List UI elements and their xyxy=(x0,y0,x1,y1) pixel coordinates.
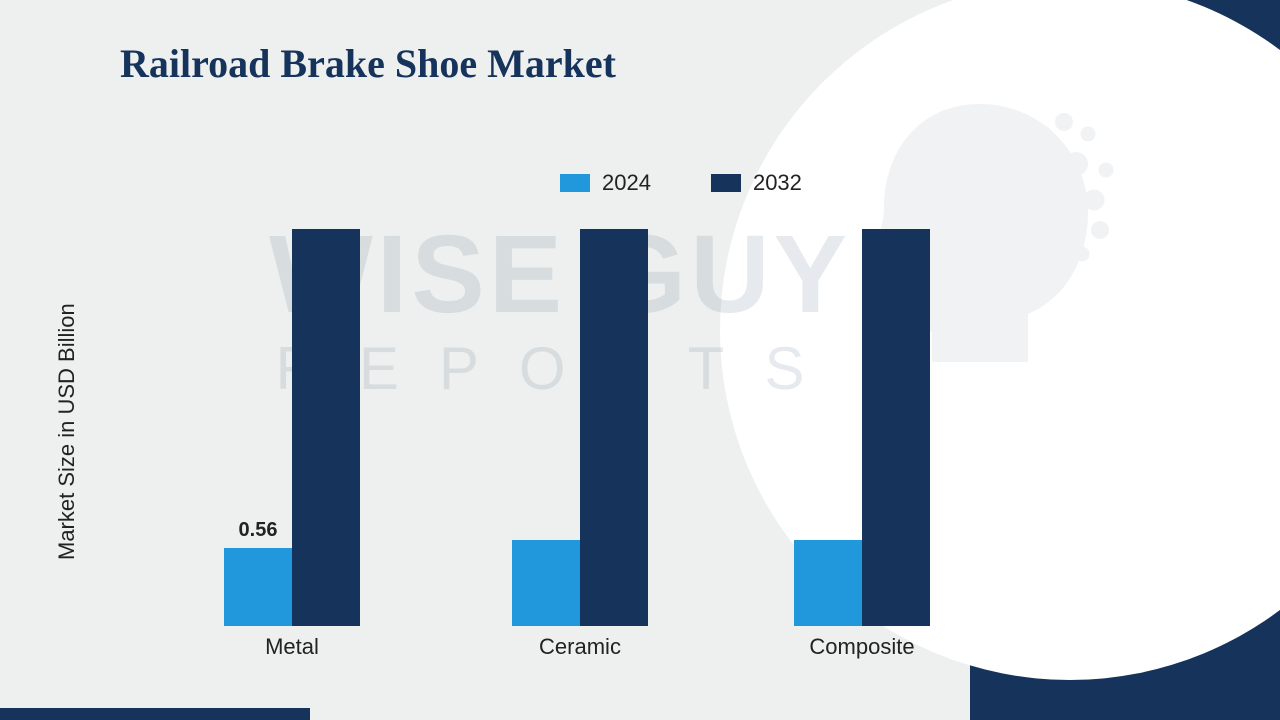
x-label-composite: Composite xyxy=(794,634,930,660)
legend-swatch-0 xyxy=(560,174,590,192)
chart-canvas: WISE GUY REPORTS Railroad Brake Shoe Mar… xyxy=(0,0,1280,720)
legend-item-0: 2024 xyxy=(560,170,651,196)
bar-composite-2024 xyxy=(794,540,862,626)
brand-logo: WISE GUY REPORTS xyxy=(1008,28,1250,111)
bar-metal-2024 xyxy=(224,548,292,626)
head-icon xyxy=(1190,28,1250,88)
bottom-strip xyxy=(0,708,310,720)
legend-label-0: 2024 xyxy=(602,170,651,196)
plot: Metal0.56CeramicComposite xyxy=(100,200,960,670)
legend-swatch-1 xyxy=(711,174,741,192)
plot-area: Metal0.56 Ceramic Composite xyxy=(182,210,960,626)
x-label-metal: Metal xyxy=(224,634,360,660)
bar-composite-2032 xyxy=(862,229,930,626)
brand-line2: REPORTS xyxy=(1008,90,1250,111)
legend-label-1: 2032 xyxy=(753,170,802,196)
bar-group-ceramic: Ceramic xyxy=(512,210,648,626)
bar-group-metal: Metal0.56 xyxy=(224,210,360,626)
legend-item-1: 2032 xyxy=(711,170,802,196)
bar-ceramic-2032 xyxy=(580,229,648,626)
y-axis-label: Market Size in USD Billion xyxy=(54,303,80,560)
x-label-ceramic: Ceramic xyxy=(512,634,648,660)
bar-group-composite: Composite xyxy=(794,210,930,626)
value-label: 0.56 xyxy=(214,519,302,542)
legend: 2024 2032 xyxy=(560,170,802,196)
chart-title: Railroad Brake Shoe Market xyxy=(120,40,616,87)
bar-metal-2032 xyxy=(292,229,360,626)
brand-line1: WISE GUY xyxy=(1008,40,1184,77)
bar-ceramic-2024 xyxy=(512,540,580,626)
